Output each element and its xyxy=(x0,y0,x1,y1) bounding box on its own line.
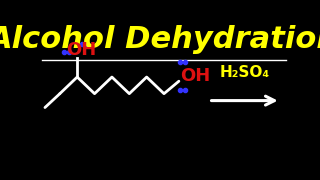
Text: Alcohol Dehydration: Alcohol Dehydration xyxy=(0,25,320,54)
Text: OH: OH xyxy=(180,67,210,85)
Text: OH: OH xyxy=(66,41,96,59)
Text: H₂SO₄: H₂SO₄ xyxy=(220,65,270,80)
